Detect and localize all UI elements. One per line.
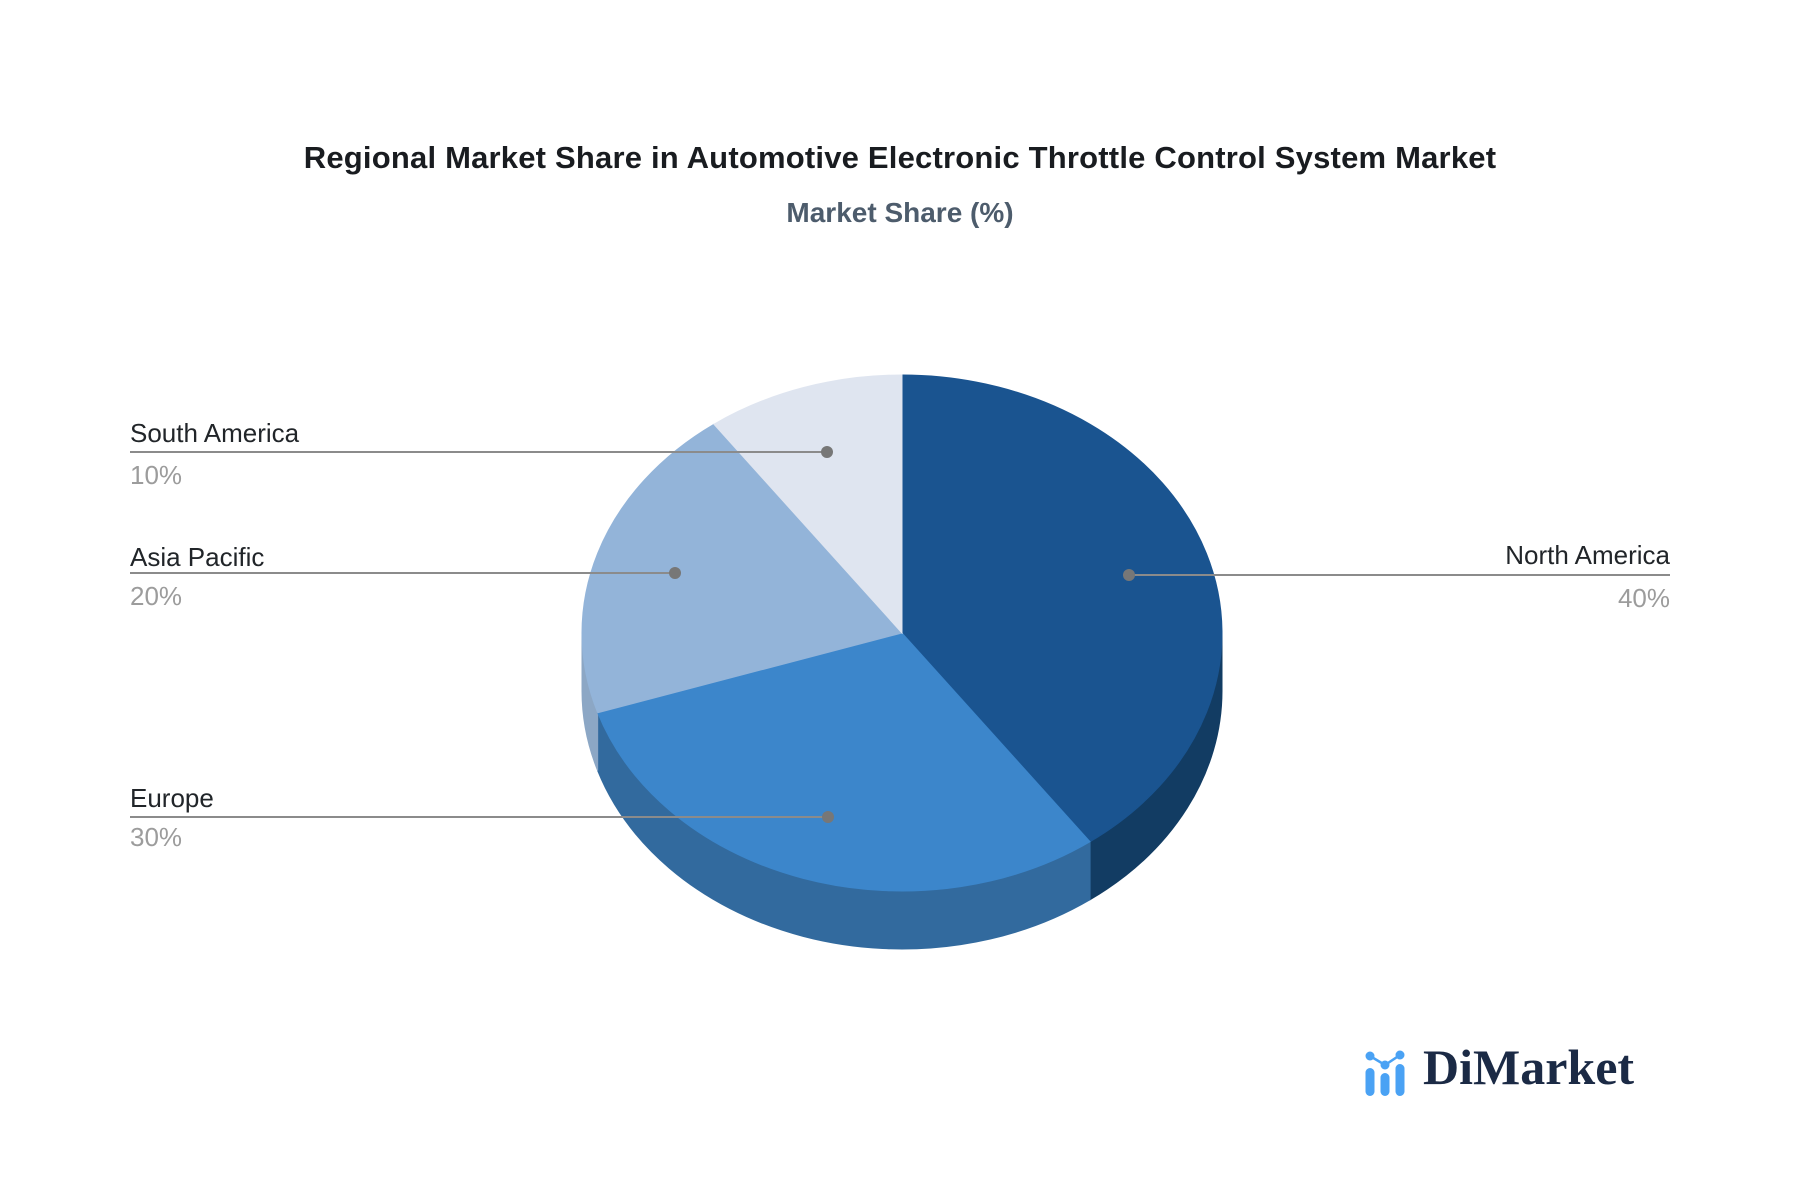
percent-label: 40%	[1617, 583, 1670, 613]
leader-line-north-america	[1129, 574, 1670, 576]
pie-slice-south-america[interactable]	[713, 374, 903, 635]
chart-subtitle: Market Share (%)	[786, 197, 1014, 228]
logo: DiMarket	[1363, 1042, 1634, 1096]
region-label: Europe	[130, 783, 214, 813]
region-label: Asia Pacific	[130, 542, 265, 572]
callout-asia-pacific-pct: 20%	[130, 583, 182, 609]
logo-text: DiMarket	[1423, 1039, 1635, 1095]
leader-dot-south-america	[821, 446, 833, 458]
page-title: Regional Market Share in Automotive Elec…	[303, 140, 1497, 175]
percent-label: 20%	[130, 581, 183, 611]
callout-north-america-pct: 40%	[1270, 585, 1670, 611]
region-label: South America	[130, 418, 300, 448]
leader-dot-north-america	[1123, 569, 1135, 581]
leader-dot-asia-pacific	[669, 567, 681, 579]
pie-slice-asia-pacific[interactable]	[581, 423, 903, 714]
percent-label: 30%	[130, 822, 183, 852]
callout-south-america: South America	[130, 420, 299, 446]
callout-europe-pct: 30%	[130, 824, 182, 850]
leader-line-south-america	[130, 451, 827, 453]
logo-chart-icon	[1365, 1050, 1405, 1096]
percent-label: 10%	[130, 460, 183, 490]
pie-slice-europe[interactable]	[596, 632, 1091, 892]
callout-europe: Europe	[130, 785, 214, 811]
callout-north-america: North America	[1270, 542, 1670, 568]
callout-asia-pacific: Asia Pacific	[130, 544, 264, 570]
leader-dot-europe	[822, 811, 834, 823]
leader-line-asia-pacific	[130, 572, 675, 574]
region-label: North America	[1505, 540, 1670, 570]
callout-south-america-pct: 10%	[130, 462, 182, 488]
leader-line-europe	[130, 816, 828, 818]
pie-slice-north-america[interactable]	[901, 374, 1223, 843]
